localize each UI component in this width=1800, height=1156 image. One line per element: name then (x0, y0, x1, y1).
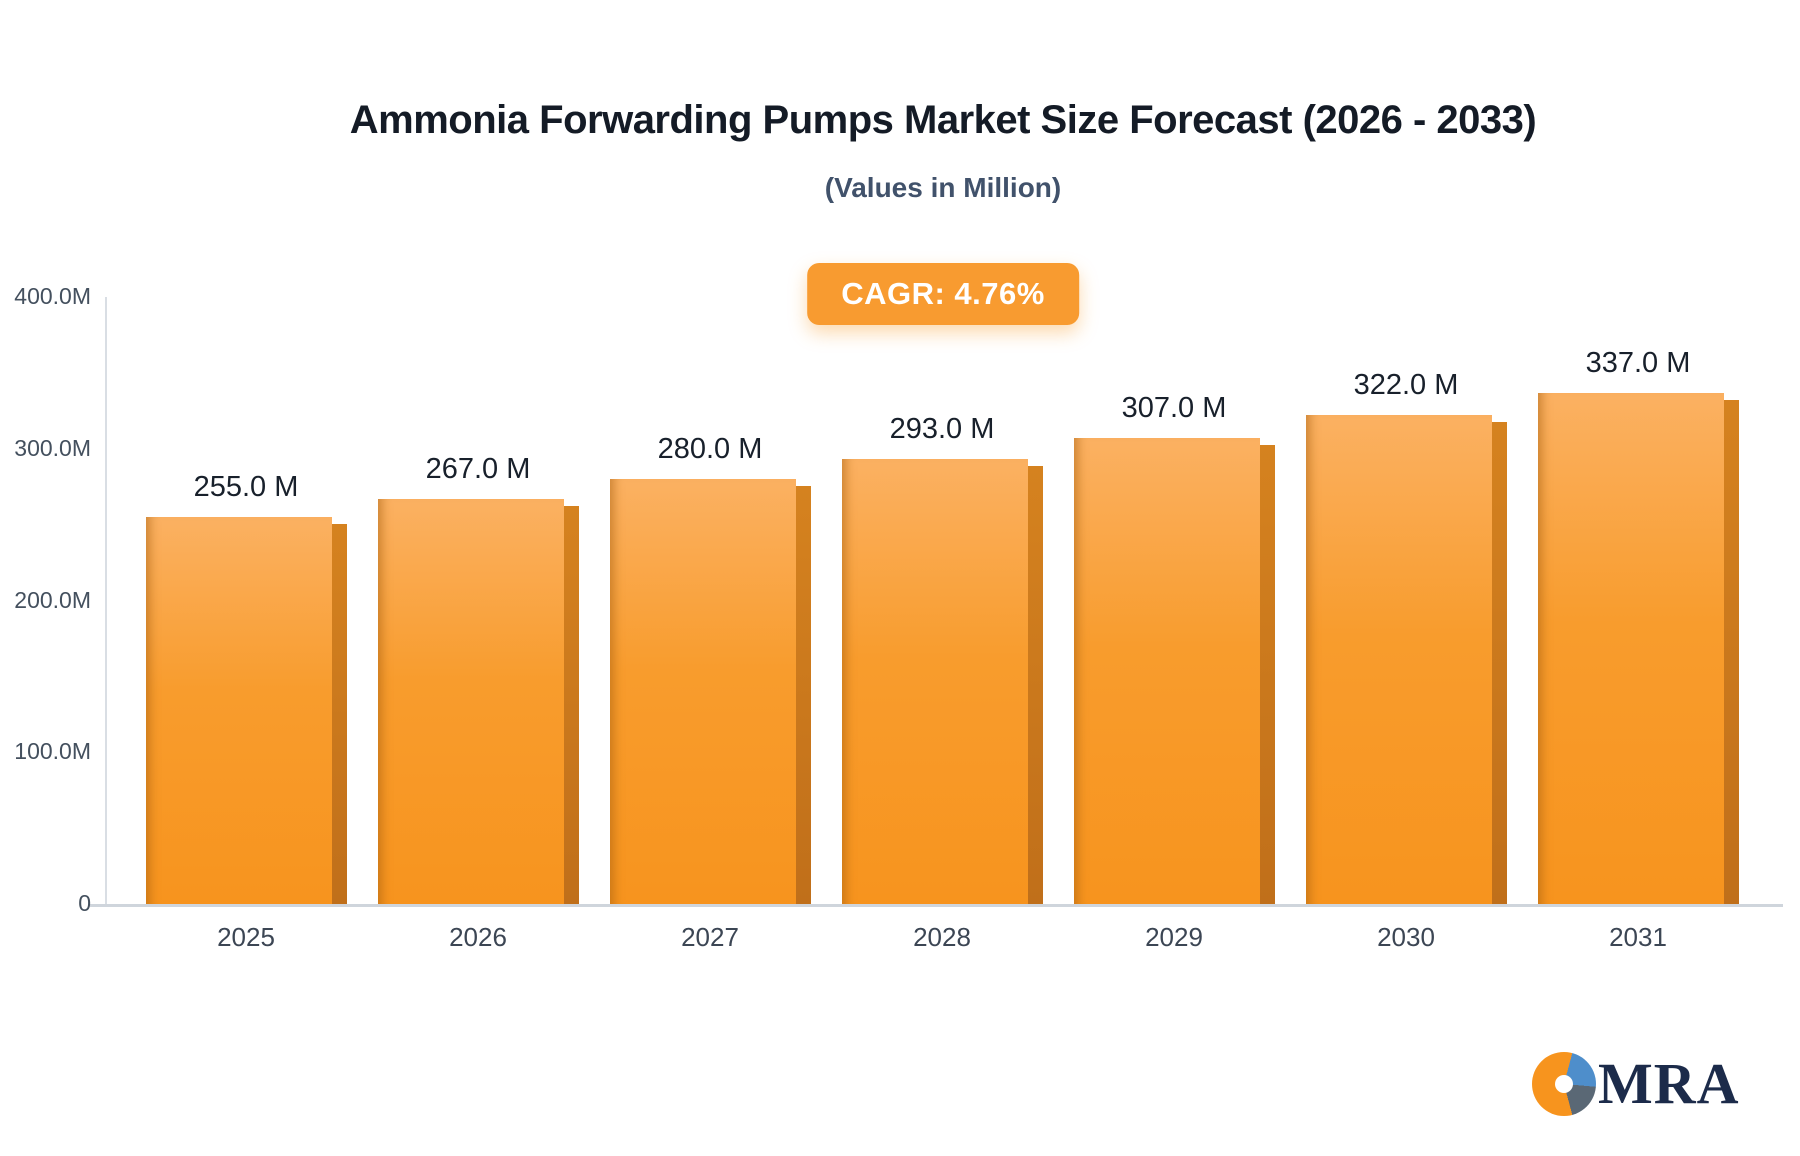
bar-side-shadow (332, 524, 347, 904)
y-axis-tick-label: 400.0M (14, 283, 91, 309)
mra-logo-text: MRA (1598, 1051, 1740, 1116)
chart-title: Ammonia Forwarding Pumps Market Size For… (349, 98, 1537, 142)
y-axis-tick-label: 0 (78, 890, 91, 916)
bar-front (1306, 415, 1492, 904)
mra-logo: MRA (1532, 1052, 1740, 1116)
bar-2026 (378, 499, 579, 904)
bar-front (378, 499, 564, 904)
bar-2030 (1306, 415, 1507, 904)
mra-logo-icon (1532, 1052, 1596, 1116)
x-axis-label: 2030 (1377, 922, 1435, 952)
bar-2027 (610, 479, 811, 904)
bar-2028 (842, 459, 1043, 904)
cagr-badge: CAGR: 4.76% (807, 263, 1079, 325)
bar-side-shadow (796, 486, 811, 904)
x-axis-label: 2027 (681, 922, 739, 952)
bar-value-label: 307.0 M (1121, 392, 1227, 424)
bar-value-label: 337.0 M (1585, 347, 1691, 379)
bar-side-shadow (1492, 422, 1507, 904)
x-axis-label: 2026 (449, 922, 507, 952)
bar-front (1538, 393, 1724, 904)
y-axis-tick-label: 100.0M (14, 738, 91, 765)
bar-front (1074, 438, 1260, 904)
bar-side-shadow (1724, 400, 1739, 904)
bar-value-label: 255.0 M (193, 471, 299, 503)
bar-2031 (1538, 393, 1739, 904)
bar-front (610, 479, 796, 904)
x-axis-label: 2029 (1145, 922, 1203, 952)
x-axis-label: 2028 (913, 922, 971, 952)
bar-value-label: 280.0 M (657, 433, 763, 465)
y-axis-tick-label: 300.0M (14, 434, 91, 461)
bar-value-label: 293.0 M (889, 413, 995, 445)
bar-front (842, 459, 1028, 904)
y-axis-tick-label: 200.0M (14, 586, 91, 613)
chart-subtitle: (Values in Million) (824, 172, 1062, 203)
bar-front (146, 517, 332, 904)
y-axis-line (105, 297, 107, 904)
bar-value-label: 267.0 M (425, 453, 531, 485)
bar-side-shadow (564, 506, 579, 904)
x-axis-label: 2025 (217, 922, 275, 952)
bar-2029 (1074, 438, 1275, 904)
bar-side-shadow (1028, 466, 1043, 904)
bar-side-shadow (1260, 445, 1275, 904)
bar-value-label: 322.0 M (1353, 369, 1459, 401)
x-axis-line (90, 904, 1783, 907)
bar-2025 (146, 517, 347, 904)
x-axis-label: 2031 (1609, 922, 1667, 952)
